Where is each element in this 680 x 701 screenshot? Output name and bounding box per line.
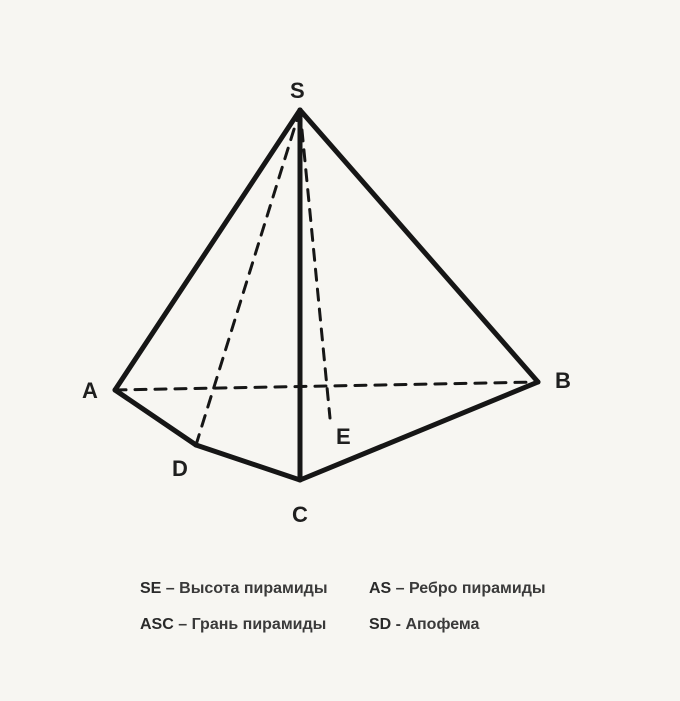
legend-text: Ребро пирамиды (409, 580, 546, 597)
legend-key: AS (369, 580, 391, 597)
edge-SA (115, 110, 300, 390)
legend-sep: – (391, 580, 409, 597)
pyramid-svg (0, 0, 680, 550)
legend-key: SD (369, 616, 391, 633)
legend-key: SE (140, 580, 161, 597)
edge-DC (196, 445, 300, 480)
edge-AD (115, 390, 196, 445)
pyramid-diagram: S A B C D E (0, 0, 680, 550)
vertex-label-D: D (172, 456, 188, 482)
vertex-label-E: E (336, 424, 351, 450)
legend-sep: – (174, 616, 192, 633)
edge-SB (300, 110, 538, 382)
legend: SE – Высота пирамиды AS – Ребро пирамиды… (140, 580, 580, 634)
vertex-label-S: S (290, 78, 305, 104)
legend-text: Апофема (405, 616, 479, 633)
legend-text: Высота пирамиды (179, 580, 327, 597)
legend-item: SD - Апофема (369, 616, 580, 634)
legend-key: ASC (140, 616, 174, 633)
legend-item: SE – Высота пирамиды (140, 580, 351, 598)
edge-SD (196, 110, 300, 445)
legend-text: Грань пирамиды (192, 616, 327, 633)
vertex-label-C: C (292, 502, 308, 528)
legend-sep: – (161, 580, 179, 597)
vertex-label-B: B (555, 368, 571, 394)
legend-item: AS – Ребро пирамиды (369, 580, 580, 598)
vertex-label-A: A (82, 378, 98, 404)
legend-sep: - (391, 616, 405, 633)
legend-item: ASC – Грань пирамиды (140, 616, 351, 634)
edge-SE (300, 110, 330, 418)
